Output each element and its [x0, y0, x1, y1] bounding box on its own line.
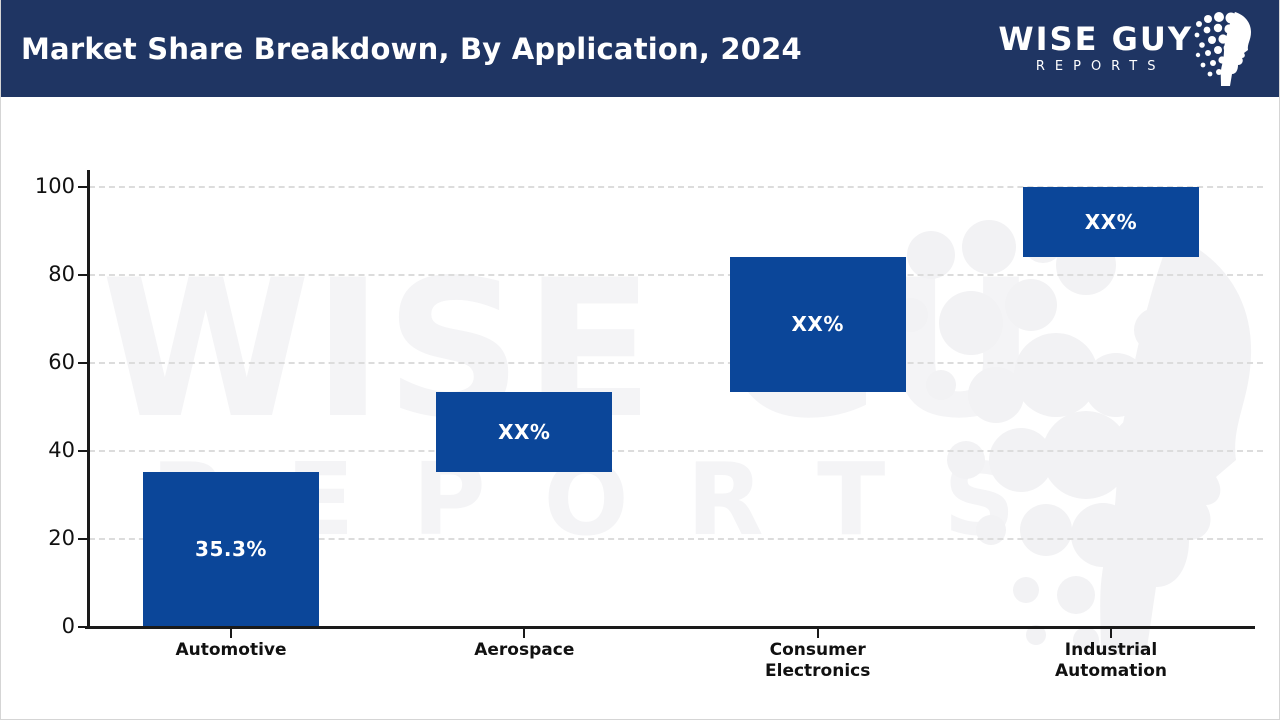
- y-tick-label-80: 80: [48, 262, 75, 286]
- x-tick-consumer-electronics: [816, 629, 819, 638]
- bar-label-automotive: 35.3%: [195, 537, 267, 562]
- y-tick-label-60: 60: [48, 350, 75, 374]
- x-axis-label-automotive: Automotive: [175, 640, 287, 660]
- y-tick-80: [78, 274, 87, 276]
- page-title: Market Share Breakdown, By Application, …: [21, 31, 802, 66]
- bar-industrial-automation: XX%: [1023, 187, 1199, 257]
- bar-consumer-electronics: XX%: [729, 256, 906, 393]
- wise-guy-logo: WISE GUY REPORTS: [998, 10, 1253, 88]
- x-axis-label-consumer-electronics: Consumer Electronics: [765, 640, 871, 681]
- x-tick-industrial-automation: [1110, 629, 1112, 638]
- logo-subtitle: REPORTS: [1035, 58, 1166, 74]
- y-tick-100: [78, 186, 87, 188]
- y-tick-label-40: 40: [48, 438, 75, 462]
- gridline-80: [89, 274, 1263, 276]
- bar-aerospace: XX%: [436, 392, 613, 472]
- watermark-head-icon: [894, 220, 1252, 655]
- y-axis-line: [87, 170, 90, 629]
- logo-head-icon: [1194, 11, 1251, 86]
- bar-automotive: 35.3%: [143, 471, 319, 627]
- x-axis-label-aerospace: Aerospace: [474, 640, 575, 660]
- y-tick-20: [78, 538, 87, 540]
- y-tick-label-20: 20: [48, 526, 75, 550]
- x-axis-label-industrial-automation: Industrial Automation: [1055, 640, 1167, 681]
- gridline-20: [89, 538, 1263, 540]
- y-tick-60: [78, 362, 87, 364]
- bar-label-consumer-electronics: XX%: [791, 312, 844, 337]
- bar-label-aerospace: XX%: [498, 419, 551, 444]
- gridline-100: [89, 186, 1263, 188]
- gridline-40: [89, 450, 1263, 452]
- x-tick-automotive: [230, 629, 232, 638]
- x-tick-aerospace: [523, 629, 526, 638]
- y-tick-label-0: 0: [61, 614, 75, 638]
- y-tick-0: [78, 626, 87, 628]
- y-tick-label-100: 100: [34, 174, 75, 198]
- header: Market Share Breakdown, By Application, …: [1, 0, 1279, 97]
- logo-text: WISE GUY REPORTS: [998, 22, 1193, 76]
- bar-label-industrial-automation: XX%: [1084, 209, 1138, 234]
- x-axis-line: [85, 626, 1255, 629]
- y-tick-40: [78, 450, 87, 452]
- logo-wordmark: WISE GUY: [998, 19, 1193, 58]
- gridline-60: [89, 362, 1263, 364]
